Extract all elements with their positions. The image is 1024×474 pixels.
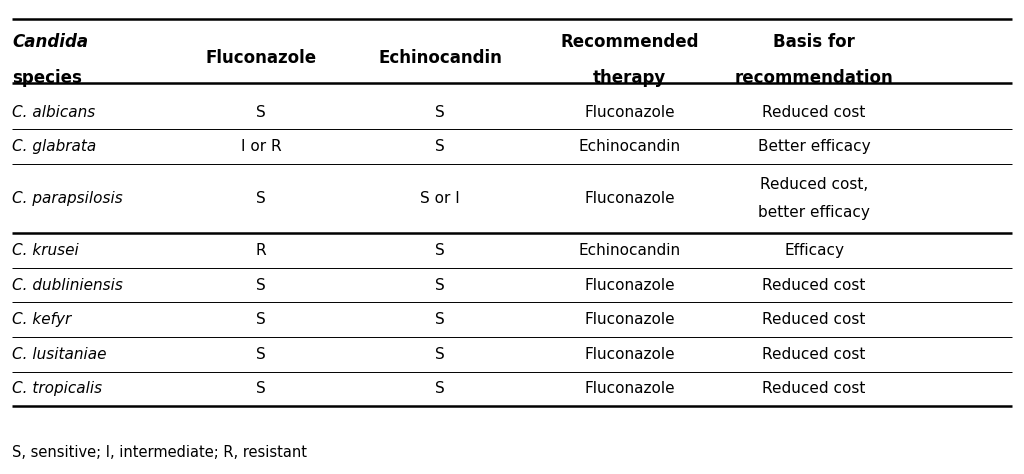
Text: Basis for: Basis for — [773, 33, 855, 51]
Text: species: species — [12, 69, 82, 87]
Text: S: S — [435, 139, 445, 154]
Text: S: S — [435, 105, 445, 119]
Text: S: S — [435, 347, 445, 362]
Text: recommendation: recommendation — [734, 69, 894, 87]
Text: S: S — [256, 191, 266, 206]
Text: Fluconazole: Fluconazole — [585, 278, 675, 292]
Text: Candida: Candida — [12, 33, 88, 51]
Text: S: S — [256, 382, 266, 396]
Text: Fluconazole: Fluconazole — [585, 312, 675, 327]
Text: C. lusitaniae: C. lusitaniae — [12, 347, 106, 362]
Text: C. krusei: C. krusei — [12, 243, 79, 258]
Text: C. kefyr: C. kefyr — [12, 312, 72, 327]
Text: Efficacy: Efficacy — [784, 243, 844, 258]
Text: S: S — [256, 278, 266, 292]
Text: S or I: S or I — [421, 191, 460, 206]
Text: S, sensitive; I, intermediate; R, resistant: S, sensitive; I, intermediate; R, resist… — [12, 445, 307, 460]
Text: Fluconazole: Fluconazole — [206, 49, 316, 67]
Text: S: S — [435, 382, 445, 396]
Text: therapy: therapy — [593, 69, 667, 87]
Text: Echinocandin: Echinocandin — [579, 243, 681, 258]
Text: C. dubliniensis: C. dubliniensis — [12, 278, 123, 292]
Text: Fluconazole: Fluconazole — [585, 105, 675, 119]
Text: S: S — [256, 347, 266, 362]
Text: Recommended: Recommended — [560, 33, 699, 51]
Text: Reduced cost: Reduced cost — [763, 347, 865, 362]
Text: Reduced cost: Reduced cost — [763, 105, 865, 119]
Text: better efficacy: better efficacy — [758, 205, 870, 220]
Text: I or R: I or R — [241, 139, 282, 154]
Text: Reduced cost: Reduced cost — [763, 312, 865, 327]
Text: Fluconazole: Fluconazole — [585, 191, 675, 206]
Text: S: S — [435, 278, 445, 292]
Text: Reduced cost,: Reduced cost, — [760, 177, 868, 192]
Text: R: R — [256, 243, 266, 258]
Text: Fluconazole: Fluconazole — [585, 347, 675, 362]
Text: S: S — [435, 243, 445, 258]
Text: S: S — [256, 312, 266, 327]
Text: C. parapsilosis: C. parapsilosis — [12, 191, 123, 206]
Text: C. glabrata: C. glabrata — [12, 139, 96, 154]
Text: Reduced cost: Reduced cost — [763, 278, 865, 292]
Text: C. tropicalis: C. tropicalis — [12, 382, 102, 396]
Text: Reduced cost: Reduced cost — [763, 382, 865, 396]
Text: S: S — [256, 105, 266, 119]
Text: Echinocandin: Echinocandin — [579, 139, 681, 154]
Text: Fluconazole: Fluconazole — [585, 382, 675, 396]
Text: Echinocandin: Echinocandin — [379, 49, 502, 67]
Text: C. albicans: C. albicans — [12, 105, 95, 119]
Text: Better efficacy: Better efficacy — [758, 139, 870, 154]
Text: S: S — [435, 312, 445, 327]
